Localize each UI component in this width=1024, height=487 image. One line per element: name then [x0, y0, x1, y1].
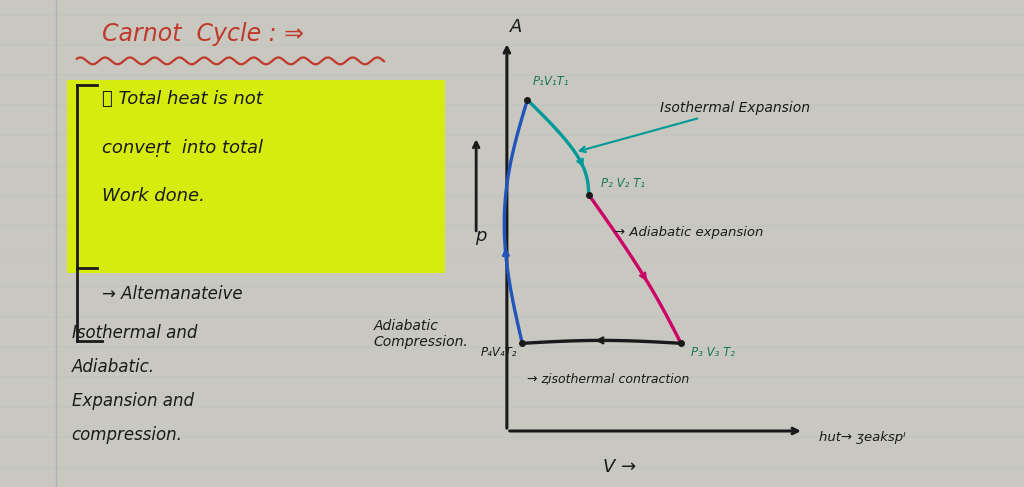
- Text: compression.: compression.: [72, 426, 182, 444]
- Text: Adiabatic
Compression.: Adiabatic Compression.: [374, 319, 469, 349]
- Text: ␹ Total heat is not: ␹ Total heat is not: [102, 90, 263, 108]
- FancyBboxPatch shape: [67, 80, 445, 273]
- Text: P₃ V₃ T₂: P₃ V₃ T₂: [691, 346, 735, 359]
- Text: hut→ ʒeakspᴵ: hut→ ʒeakspᴵ: [819, 431, 906, 444]
- Text: Work done.: Work done.: [102, 187, 205, 206]
- Text: Expansion and: Expansion and: [72, 392, 194, 410]
- Text: Carnot  Cycle : ⇒: Carnot Cycle : ⇒: [102, 22, 304, 46]
- Text: p: p: [475, 227, 486, 245]
- Text: → ⱬisothermal contraction: → ⱬisothermal contraction: [527, 373, 689, 386]
- Text: → Adiabatic expansion: → Adiabatic expansion: [614, 226, 764, 240]
- Text: → Altemanateive: → Altemanateive: [102, 285, 243, 303]
- Text: P₂ V₂ T₁: P₂ V₂ T₁: [601, 177, 645, 190]
- Text: conveṛt  into total: conveṛt into total: [102, 139, 263, 157]
- Text: V →: V →: [603, 458, 636, 476]
- Text: A: A: [510, 18, 522, 36]
- Text: Isothermal Expansion: Isothermal Expansion: [580, 101, 810, 152]
- Text: Adiabatic.: Adiabatic.: [72, 358, 155, 376]
- Text: Isothermal and: Isothermal and: [72, 324, 197, 342]
- Text: P₁V₁T₁: P₁V₁T₁: [532, 75, 569, 88]
- Text: P₄V₄T₂: P₄V₄T₂: [480, 346, 517, 359]
